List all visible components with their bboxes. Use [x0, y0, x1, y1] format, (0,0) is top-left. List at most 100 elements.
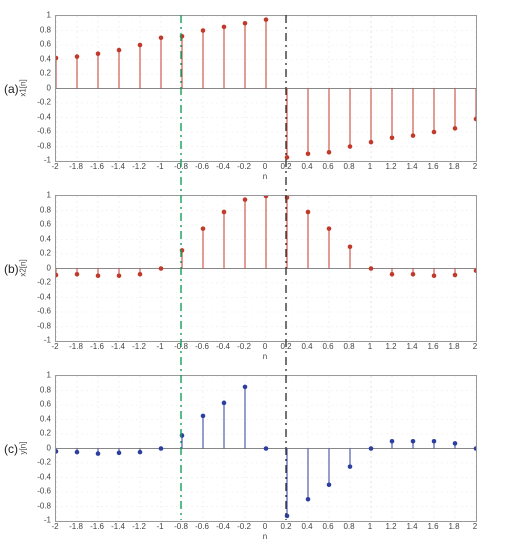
- ytick-label: -0.2: [31, 458, 51, 467]
- ytick-label: -0.6: [31, 127, 51, 136]
- ytick-label: 0.2: [31, 249, 51, 258]
- ytick-label: 0.2: [31, 429, 51, 438]
- ytick-label: -0.8: [31, 501, 51, 510]
- ytick-label: 0.6: [31, 400, 51, 409]
- xtick-label: 0.4: [301, 522, 312, 531]
- xtick-label: -2: [51, 162, 58, 171]
- xtick-label: 0.6: [322, 342, 333, 351]
- xtick-label: 1.4: [406, 342, 417, 351]
- xtick-label: -2: [51, 342, 58, 351]
- ytick-label: 1: [31, 11, 51, 20]
- xtick-label: -0.6: [195, 162, 209, 171]
- xtick-label: -1.4: [111, 162, 125, 171]
- ytick-label: 0: [31, 443, 51, 452]
- ytick-label: 0.4: [31, 414, 51, 423]
- xtick-label: 0: [263, 522, 267, 531]
- ytick-label: -1: [31, 156, 51, 165]
- ytick-label: 0: [31, 263, 51, 272]
- panel-label-c: (c): [4, 442, 18, 456]
- plot-svg-a: [56, 16, 476, 161]
- xtick-label: -0.6: [195, 342, 209, 351]
- xtick-label: 2: [473, 162, 477, 171]
- ytick-label: 0.8: [31, 385, 51, 394]
- xtick-label: -1.6: [90, 342, 104, 351]
- ytick-label: -0.2: [31, 278, 51, 287]
- xtick-label: -0.2: [237, 522, 251, 531]
- xtick-label: -0.2: [237, 342, 251, 351]
- xtick-label: 0.2: [280, 162, 291, 171]
- xtick-label: -1: [156, 162, 163, 171]
- xtick-label: -1.8: [69, 522, 83, 531]
- ytick-label: -0.4: [31, 112, 51, 121]
- xtick-label: -1.6: [90, 162, 104, 171]
- ylabel-b: x2[n]: [19, 259, 28, 276]
- xtick-label: 1: [368, 522, 372, 531]
- ylabel-c: y[n]: [19, 441, 28, 454]
- xtick-label: -1.2: [132, 342, 146, 351]
- xtick-label: -0.4: [216, 342, 230, 351]
- ytick-label: -0.8: [31, 321, 51, 330]
- ytick-label: -0.6: [31, 487, 51, 496]
- ytick-label: -0.6: [31, 307, 51, 316]
- ylabel-a: x1[n]: [19, 79, 28, 96]
- xtick-label: 0: [263, 162, 267, 171]
- ytick-label: 0.2: [31, 69, 51, 78]
- plot-area-c: [55, 375, 477, 522]
- xtick-label: 1.6: [427, 342, 438, 351]
- ytick-label: 0.4: [31, 54, 51, 63]
- xtick-label: -2: [51, 522, 58, 531]
- xtick-label: -0.4: [216, 162, 230, 171]
- xtick-label: 0.6: [322, 162, 333, 171]
- ytick-label: 0.6: [31, 220, 51, 229]
- xtick-label: -0.8: [174, 162, 188, 171]
- xtick-label: 0: [263, 342, 267, 351]
- ytick-label: -0.8: [31, 141, 51, 150]
- xtick-label: 1.2: [385, 522, 396, 531]
- panel-label-b: (b): [4, 262, 19, 276]
- plot-area-a: [55, 15, 477, 162]
- xtick-label: -1.2: [132, 522, 146, 531]
- xtick-label: 0.8: [343, 342, 354, 351]
- xtick-label: -0.8: [174, 342, 188, 351]
- xtick-label: -1.4: [111, 342, 125, 351]
- panel-label-a: (a): [4, 82, 19, 96]
- xtick-label: -1: [156, 342, 163, 351]
- xtick-label: -1: [156, 522, 163, 531]
- plot-area-b: [55, 195, 477, 342]
- xtick-label: 1.4: [406, 162, 417, 171]
- ytick-label: -0.4: [31, 292, 51, 301]
- xtick-label: 1.6: [427, 162, 438, 171]
- xlabel-b: n: [263, 352, 267, 361]
- xtick-label: 0.2: [280, 342, 291, 351]
- xtick-label: -1.8: [69, 162, 83, 171]
- xtick-label: 1.2: [385, 342, 396, 351]
- ytick-label: 0.4: [31, 234, 51, 243]
- xtick-label: -0.8: [174, 522, 188, 531]
- figure-page: (a) (b) (c) -2 -1.8 -1.6 -1.4 -1.2 -1 -0.8 -0.6 -0.…: [0, 0, 510, 537]
- xtick-label: -0.4: [216, 522, 230, 531]
- xtick-label: 1.2: [385, 162, 396, 171]
- xtick-label: 2: [473, 522, 477, 531]
- ytick-label: 0.6: [31, 40, 51, 49]
- xtick-label: -1.6: [90, 522, 104, 531]
- xtick-label: 1.4: [406, 522, 417, 531]
- xtick-label: -1.8: [69, 342, 83, 351]
- xtick-label: 0.6: [322, 522, 333, 531]
- ytick-label: 0: [31, 83, 51, 92]
- xtick-label: 1: [368, 342, 372, 351]
- xtick-label: 0.4: [301, 162, 312, 171]
- xlabel-a: n: [263, 172, 267, 181]
- ytick-label: -0.4: [31, 472, 51, 481]
- xtick-label: 1.8: [448, 522, 459, 531]
- plot-svg-b: [56, 196, 476, 341]
- ytick-label: 1: [31, 371, 51, 380]
- xtick-label: -1.4: [111, 522, 125, 531]
- xtick-label: 1.8: [448, 342, 459, 351]
- xtick-label: -1.2: [132, 162, 146, 171]
- ytick-label: -1: [31, 336, 51, 345]
- xtick-label: 1.8: [448, 162, 459, 171]
- xtick-label: -0.2: [237, 162, 251, 171]
- xtick-label: 1.6: [427, 522, 438, 531]
- ytick-label: 1: [31, 191, 51, 200]
- xtick-label: 0.2: [280, 522, 291, 531]
